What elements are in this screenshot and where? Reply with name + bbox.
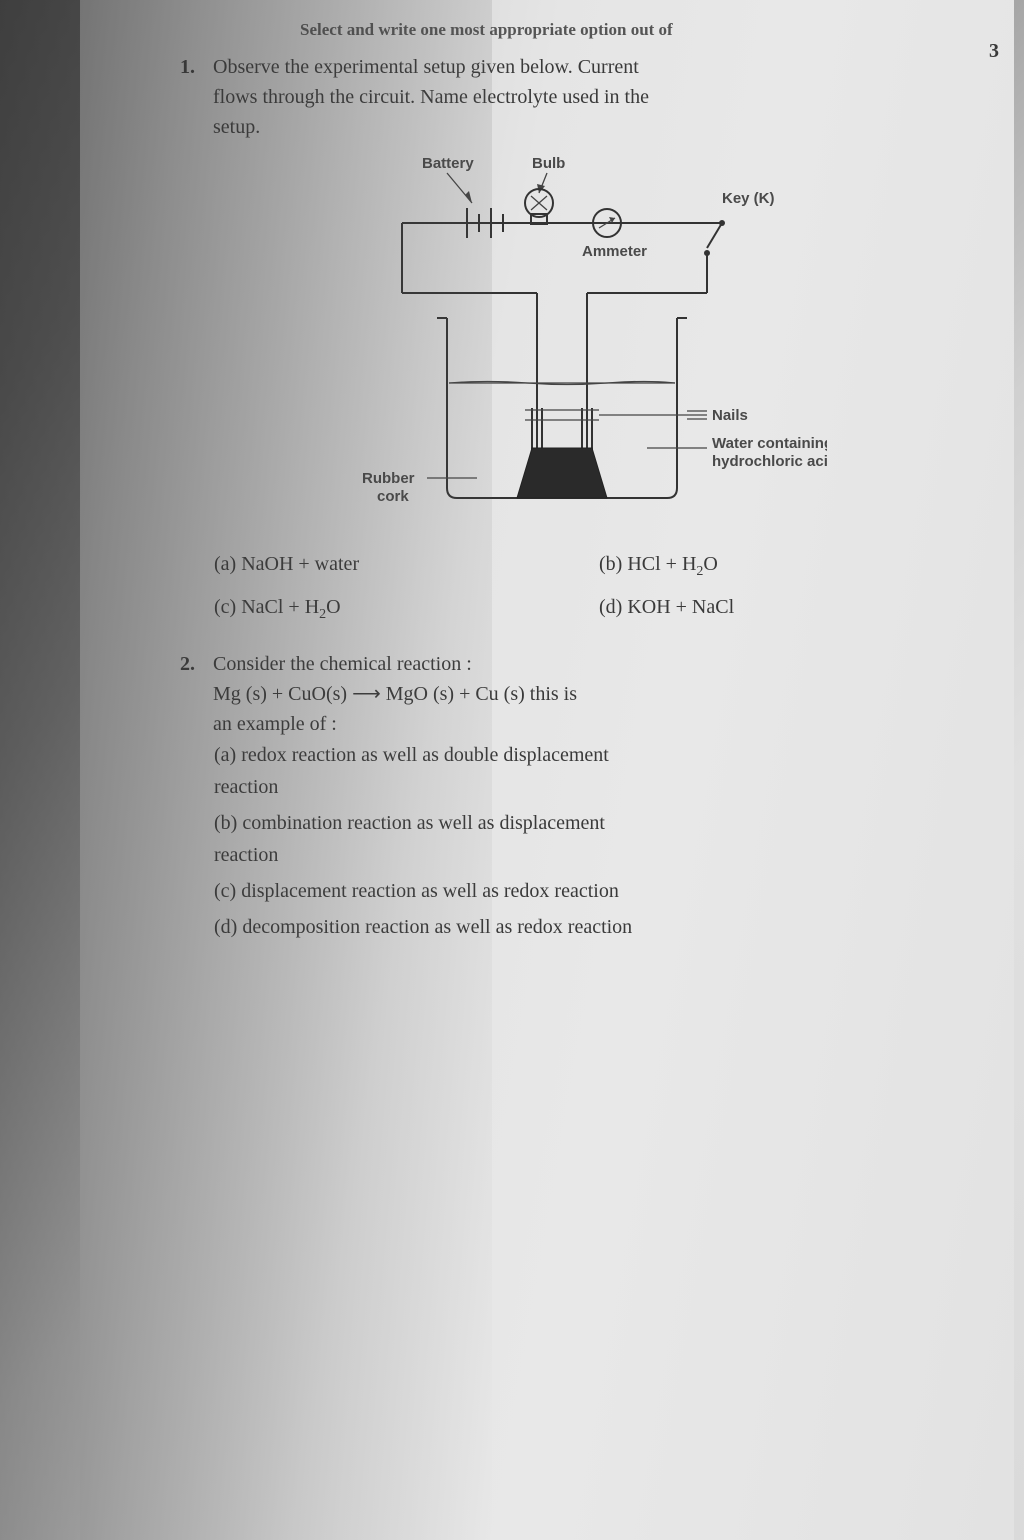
label-nails: Nails bbox=[712, 407, 748, 424]
label-battery: Battery bbox=[422, 155, 474, 172]
q2-equation: Mg (s) + CuO(s) ⟶ MgO (s) + Cu (s) this … bbox=[213, 683, 577, 705]
circuit-diagram: Battery Bulb bbox=[307, 148, 827, 537]
header-fragment: Select and write one most appropriate op… bbox=[180, 20, 954, 40]
q2-number: 2. bbox=[180, 649, 208, 679]
q2-line1: Consider the chemical reaction : bbox=[213, 653, 472, 675]
q1-line2: flows through the circuit. Name electrol… bbox=[213, 86, 649, 108]
q1-number: 1. bbox=[180, 52, 208, 82]
q1-options: (a) NaOH + water (b) HCl + H2O (c) NaCl … bbox=[180, 549, 954, 625]
q2-option-a: (a) redox reaction as well as double dis… bbox=[214, 739, 954, 803]
q1-text: Observe the experimental setup given bel… bbox=[213, 52, 947, 142]
page: Select and write one most appropriate op… bbox=[80, 0, 1014, 1540]
q2-line3: an example of : bbox=[213, 713, 337, 735]
right-margin-number: 3 bbox=[989, 40, 999, 63]
q1-option-b: (b) HCl + H2O bbox=[599, 549, 954, 582]
label-key: Key (K) bbox=[722, 190, 775, 207]
question-2: 2. Consider the chemical reaction : Mg (… bbox=[180, 649, 954, 943]
label-ammeter: Ammeter bbox=[582, 243, 647, 260]
diagram-container: Battery Bulb bbox=[180, 148, 954, 537]
q1-line1: Observe the experimental setup given bel… bbox=[213, 56, 639, 78]
q2-text: Consider the chemical reaction : Mg (s) … bbox=[213, 649, 947, 739]
q1-line3: setup. bbox=[213, 116, 260, 138]
q2-option-d: (d) decomposition reaction as well as re… bbox=[214, 911, 954, 943]
label-water2: hydrochloric acid bbox=[712, 453, 827, 470]
q1-option-d: (d) KOH + NaCl bbox=[599, 592, 954, 625]
label-water1: Water containing bbox=[712, 435, 827, 452]
q1-option-a: (a) NaOH + water bbox=[214, 549, 569, 582]
q2-option-b: (b) combination reaction as well as disp… bbox=[214, 807, 954, 871]
q2-options: (a) redox reaction as well as double dis… bbox=[180, 739, 954, 943]
q2-option-c: (c) displacement reaction as well as red… bbox=[214, 875, 954, 907]
label-rubber1: Rubber bbox=[362, 470, 415, 487]
label-rubber2: cork bbox=[377, 488, 409, 505]
question-1: 1. Observe the experimental setup given … bbox=[180, 52, 954, 625]
q1-option-c: (c) NaCl + H2O bbox=[214, 592, 569, 625]
label-bulb: Bulb bbox=[532, 155, 565, 172]
